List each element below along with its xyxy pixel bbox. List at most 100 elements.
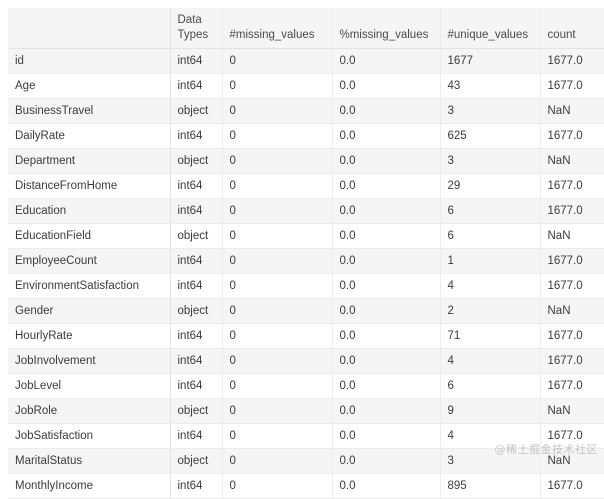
cell-count: 1677.0 [540, 373, 604, 400]
cell-missing-values: 0 [222, 273, 333, 300]
cell-data-type: int64 [170, 48, 223, 75]
cell-data-type: int64 [170, 473, 223, 499]
cell-count: 1677.0 [540, 248, 604, 275]
cell-data-type: object [170, 448, 223, 475]
cell-unique-values: 625 [440, 123, 541, 150]
row-index-cell: EnvironmentSatisfaction [8, 273, 171, 300]
cell-data-type: int64 [170, 173, 223, 200]
cell-count: 1677.0 [540, 273, 604, 300]
table-header: Data Types #missing_values %missing_valu… [8, 8, 604, 50]
cell-missing-values: 0 [222, 323, 333, 350]
cell-data-type: object [170, 298, 223, 325]
row-index-cell: DailyRate [8, 123, 171, 150]
row-index-cell: id [8, 48, 171, 75]
cell-pct-missing-values: 0.0 [332, 123, 441, 150]
cell-missing-values: 0 [222, 473, 333, 499]
row-index-cell: MonthlyIncome [8, 473, 171, 499]
row-index-cell: JobInvolvement [8, 348, 171, 375]
cell-data-type: int64 [170, 73, 223, 100]
dataframe-container: Data Types #missing_values %missing_valu… [8, 8, 604, 499]
column-header-data-types: Data Types [170, 8, 223, 50]
cell-count: NaN [540, 98, 604, 125]
cell-pct-missing-values: 0.0 [332, 448, 441, 475]
summary-dataframe-table: Data Types #missing_values %missing_valu… [8, 8, 604, 499]
column-header-unique-values: #unique_values [440, 8, 541, 50]
column-header-pct-missing-values: %missing_values [332, 8, 441, 50]
cell-data-type: int64 [170, 248, 223, 275]
row-index-cell: JobRole [8, 398, 171, 425]
cell-unique-values: 3 [440, 148, 541, 175]
cell-pct-missing-values: 0.0 [332, 273, 441, 300]
column-header-count: count [540, 8, 604, 50]
cell-missing-values: 0 [222, 348, 333, 375]
table-row: EmployeeCount int64 0 0.0 1 1677.0 [8, 248, 604, 275]
table-row: EnvironmentSatisfaction int64 0 0.0 4 1677.0 [8, 273, 604, 300]
cell-missing-values: 0 [222, 48, 333, 75]
cell-pct-missing-values: 0.0 [332, 423, 441, 450]
cell-unique-values: 4 [440, 348, 541, 375]
cell-unique-values: 3 [440, 98, 541, 125]
column-header-index [8, 8, 171, 50]
table-row: JobRole object 0 0.0 9 NaN [8, 398, 604, 425]
cell-unique-values: 6 [440, 373, 541, 400]
row-index-cell: DistanceFromHome [8, 173, 171, 200]
cell-data-type: int64 [170, 273, 223, 300]
cell-pct-missing-values: 0.0 [332, 148, 441, 175]
cell-count: NaN [540, 448, 604, 475]
table-row: JobLevel int64 0 0.0 6 1677.0 [8, 373, 604, 400]
table-row: Age int64 0 0.0 43 1677.0 [8, 73, 604, 100]
row-index-cell: Department [8, 148, 171, 175]
cell-count: 1677.0 [540, 123, 604, 150]
cell-data-type: object [170, 98, 223, 125]
cell-pct-missing-values: 0.0 [332, 348, 441, 375]
cell-data-type: object [170, 398, 223, 425]
cell-missing-values: 0 [222, 248, 333, 275]
row-index-cell: JobSatisfaction [8, 423, 171, 450]
row-index-cell: JobLevel [8, 373, 171, 400]
cell-missing-values: 0 [222, 123, 333, 150]
cell-unique-values: 29 [440, 173, 541, 200]
cell-pct-missing-values: 0.0 [332, 398, 441, 425]
cell-pct-missing-values: 0.0 [332, 298, 441, 325]
row-index-cell: MaritalStatus [8, 448, 171, 475]
table-row: id int64 0 0.0 1677 1677.0 [8, 48, 604, 75]
cell-missing-values: 0 [222, 73, 333, 100]
cell-count: 1677.0 [540, 173, 604, 200]
row-index-cell: Age [8, 73, 171, 100]
cell-count: 1677.0 [540, 423, 604, 450]
table-row: Gender object 0 0.0 2 NaN [8, 298, 604, 325]
cell-missing-values: 0 [222, 173, 333, 200]
row-index-cell: Gender [8, 298, 171, 325]
cell-missing-values: 0 [222, 448, 333, 475]
table-row: BusinessTravel object 0 0.0 3 NaN [8, 98, 604, 125]
table-row: MaritalStatus object 0 0.0 3 NaN [8, 448, 604, 475]
cell-count: 1677.0 [540, 48, 604, 75]
row-index-cell: HourlyRate [8, 323, 171, 350]
table-row: DailyRate int64 0 0.0 625 1677.0 [8, 123, 604, 150]
cell-unique-values: 43 [440, 73, 541, 100]
cell-missing-values: 0 [222, 98, 333, 125]
table-row: Education int64 0 0.0 6 1677.0 [8, 198, 604, 225]
cell-pct-missing-values: 0.0 [332, 248, 441, 275]
cell-unique-values: 2 [440, 298, 541, 325]
table-row: JobSatisfaction int64 0 0.0 4 1677.0 [8, 423, 604, 450]
cell-data-type: int64 [170, 348, 223, 375]
cell-missing-values: 0 [222, 373, 333, 400]
table-row: MonthlyIncome int64 0 0.0 895 1677.0 [8, 473, 604, 499]
column-header-missing-values: #missing_values [222, 8, 333, 50]
cell-data-type: int64 [170, 373, 223, 400]
cell-count: 1677.0 [540, 73, 604, 100]
row-index-cell: BusinessTravel [8, 98, 171, 125]
cell-unique-values: 6 [440, 223, 541, 250]
cell-unique-values: 1 [440, 248, 541, 275]
cell-pct-missing-values: 0.0 [332, 73, 441, 100]
row-index-cell: Education [8, 198, 171, 225]
cell-data-type: object [170, 148, 223, 175]
cell-missing-values: 0 [222, 298, 333, 325]
cell-unique-values: 6 [440, 198, 541, 225]
table-row: EducationField object 0 0.0 6 NaN [8, 223, 604, 250]
cell-data-type: int64 [170, 423, 223, 450]
table-body: id int64 0 0.0 1677 1677.0 Age int64 0 0.0 43 1677.… [8, 48, 604, 499]
table-header-row: Data Types #missing_values %missing_valu… [8, 8, 604, 50]
cell-count: NaN [540, 223, 604, 250]
